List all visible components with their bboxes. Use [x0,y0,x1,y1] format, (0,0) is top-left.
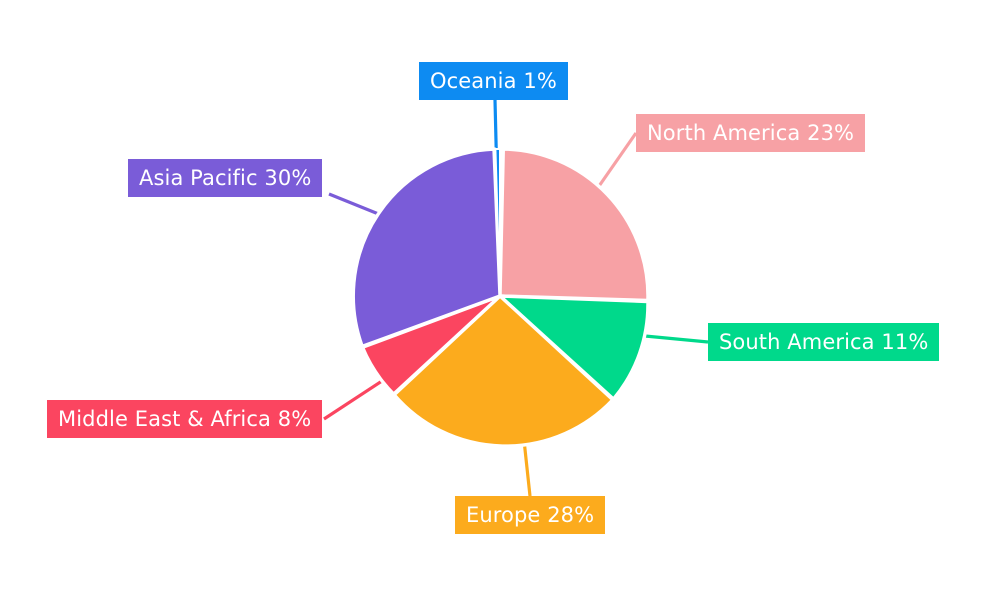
pie-slice-north-america[interactable] [498,147,650,303]
leader-line-middle-east-africa [323,379,383,421]
pie-slice-asia-pacific[interactable] [351,147,502,349]
leader-line-europe [522,439,532,497]
pie-label-middle-east-africa: Middle East & Africa 8% [47,400,323,438]
pie-label-oceania: Oceania 1% [419,62,568,100]
pie-slice-oceania[interactable] [494,147,501,297]
leader-line-north-america [595,132,638,190]
pie-slice-group [351,147,650,448]
pie-label-europe: Europe 28% [455,496,606,534]
pie-label-south-america: South America 11% [708,323,940,361]
pie-slice-europe[interactable] [391,293,616,448]
leader-line-asia-pacific [328,192,382,217]
pie-label-north-america: North America 23% [636,114,866,152]
pie-label-asia-pacific: Asia Pacific 30% [128,159,323,197]
leader-line-south-america [644,334,709,344]
